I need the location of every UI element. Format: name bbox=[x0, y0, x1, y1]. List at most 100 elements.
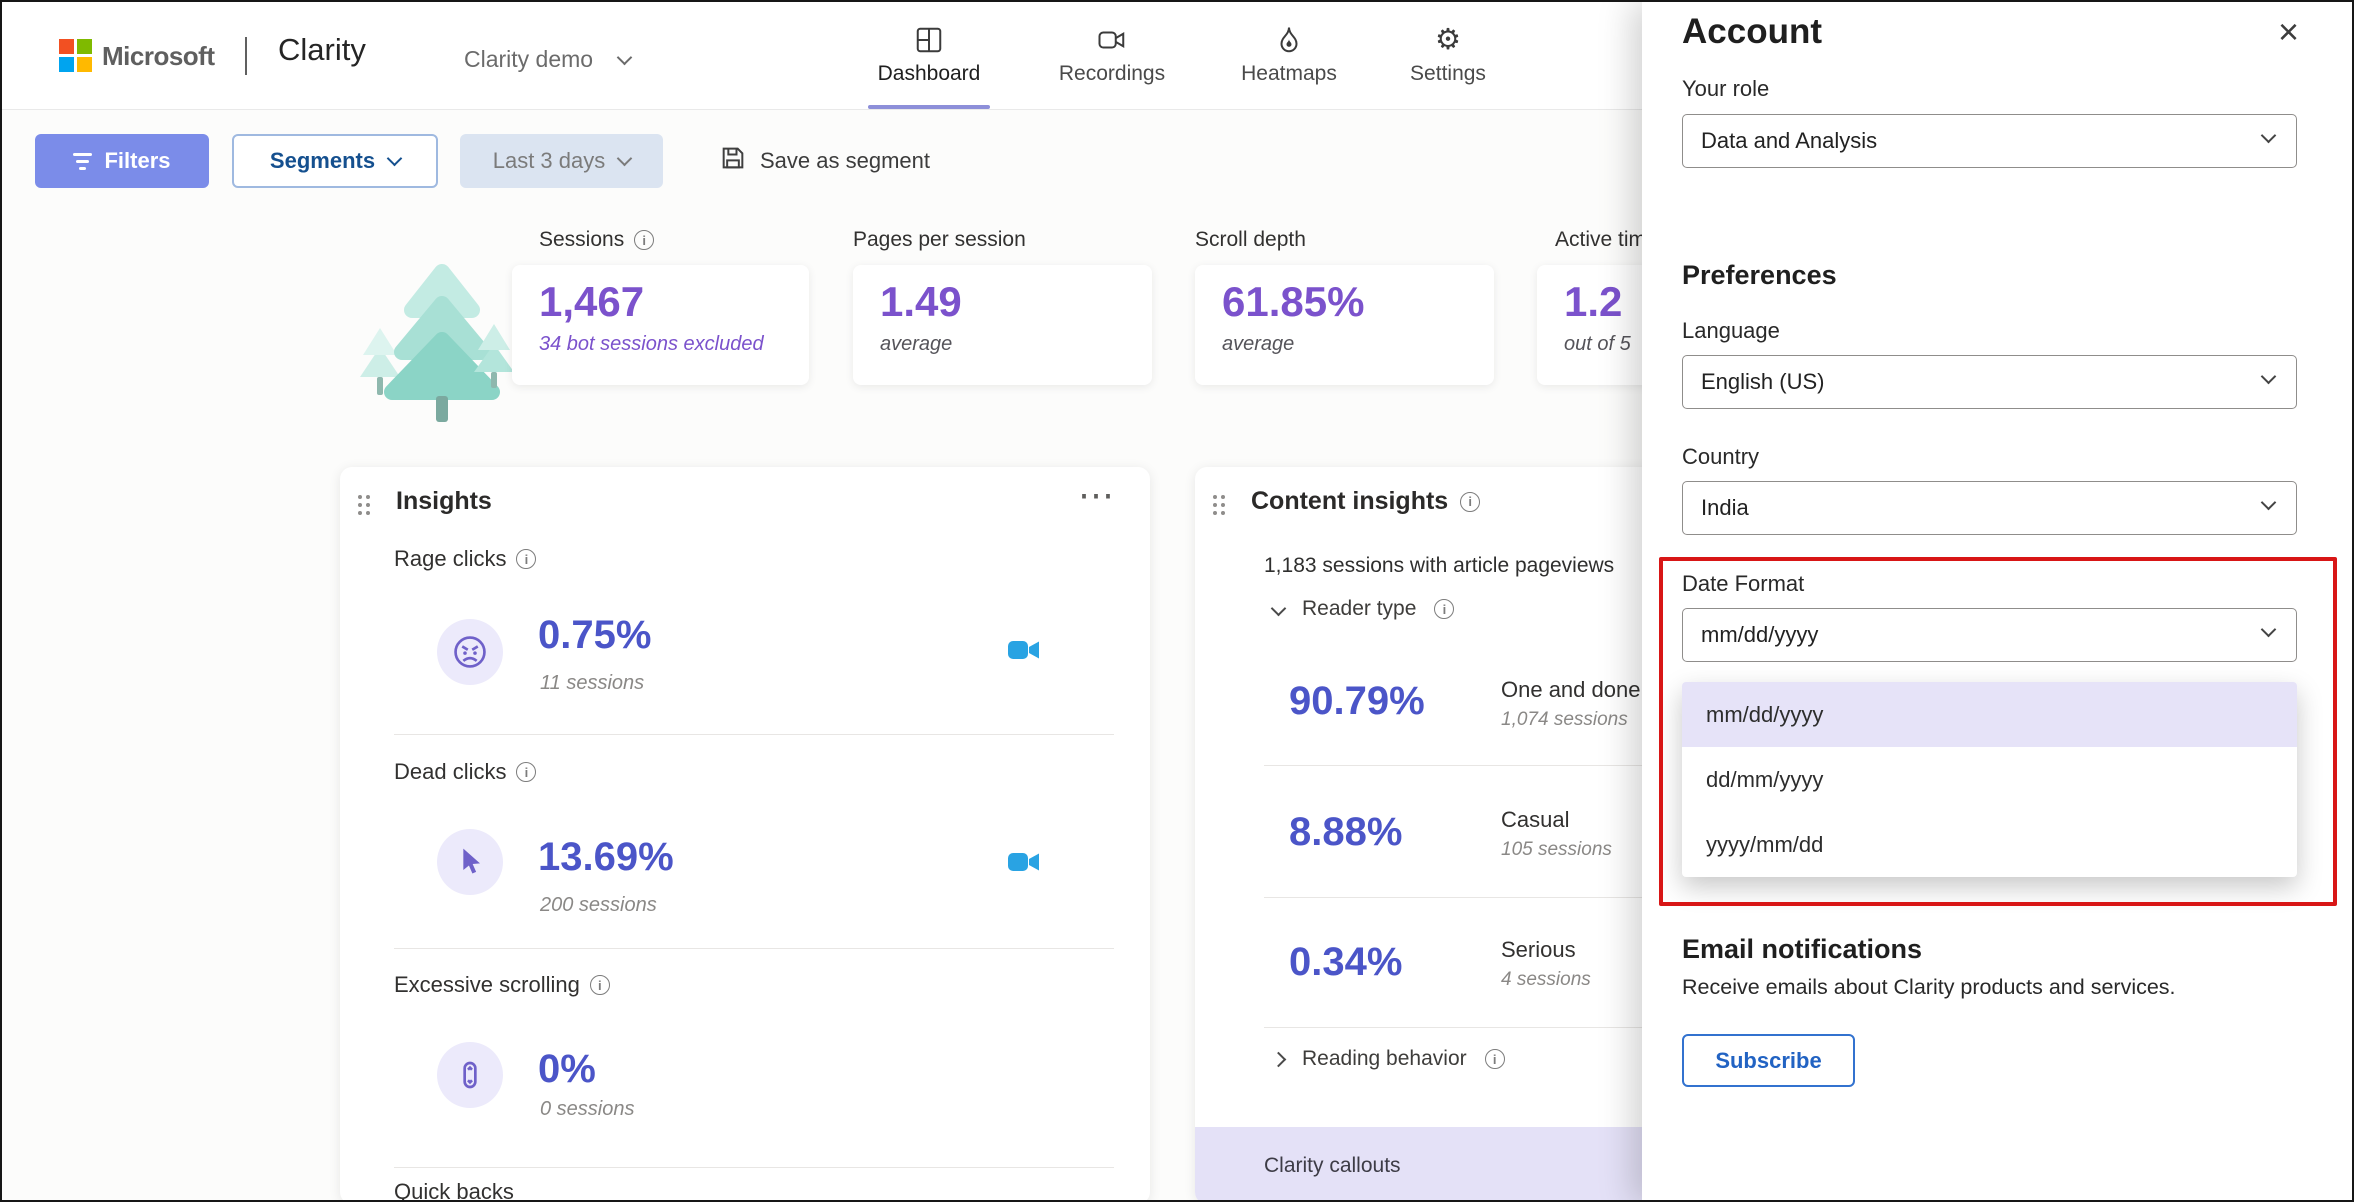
project-selector[interactable]: Clarity demo bbox=[464, 46, 633, 73]
date-format-label: Date Format bbox=[1682, 571, 1805, 596]
subscribe-button[interactable]: Subscribe bbox=[1682, 1034, 1855, 1087]
country-select[interactable]: India bbox=[1682, 481, 2297, 535]
info-icon[interactable]: i bbox=[589, 975, 610, 995]
video-recordings-icon[interactable] bbox=[1008, 850, 1041, 879]
tab-recordings[interactable]: Recordings bbox=[1040, 2, 1184, 109]
language-select[interactable]: English (US) bbox=[1682, 355, 2297, 409]
metric-label-pages: Pages per session bbox=[853, 228, 1026, 251]
info-icon[interactable]: i bbox=[1484, 1049, 1505, 1069]
tab-heatmaps[interactable]: Heatmaps bbox=[1224, 2, 1354, 109]
info-icon[interactable]: i bbox=[634, 230, 655, 250]
save-icon bbox=[719, 144, 747, 178]
rage-clicks-value: 0.75% bbox=[538, 613, 652, 657]
sessions-value: 1,467 bbox=[539, 278, 645, 325]
language-value: English (US) bbox=[1701, 369, 1825, 394]
filters-button-label: Filters bbox=[104, 148, 171, 173]
reader-one-and-done-value: 90.79% bbox=[1289, 679, 1425, 723]
tab-settings[interactable]: ⚙ Settings bbox=[1386, 2, 1510, 109]
metric-card-pages: 1.49 average bbox=[853, 265, 1152, 385]
your-role-label: Your role bbox=[1682, 76, 1770, 101]
segments-button[interactable]: Segments bbox=[232, 134, 438, 188]
insights-title: Insights bbox=[396, 487, 492, 515]
metric-label-scroll: Scroll depth bbox=[1195, 228, 1306, 251]
tab-dashboard[interactable]: Dashboard bbox=[862, 2, 996, 109]
gear-icon: ⚙ bbox=[1435, 24, 1461, 56]
sessions-label-text: Sessions bbox=[539, 228, 625, 251]
filters-button[interactable]: Filters bbox=[35, 134, 209, 188]
scroll-subtext: average bbox=[1222, 333, 1295, 355]
date-format-option-yyyymmdd[interactable]: yyyy/mm/dd bbox=[1706, 831, 1824, 857]
date-format-option-mmddyyyy[interactable]: mm/dd/yyyy bbox=[1682, 682, 2297, 747]
filter-icon bbox=[73, 152, 93, 170]
divider bbox=[1264, 897, 1900, 898]
drag-handle-icon[interactable] bbox=[358, 495, 371, 516]
video-recordings-icon[interactable] bbox=[1008, 638, 1041, 667]
reader-type-label: Reader type bbox=[1302, 597, 1417, 620]
active-time-value: 1.2 bbox=[1564, 278, 1623, 325]
your-role-select[interactable]: Data and Analysis bbox=[1682, 114, 2297, 168]
rage-clicks-sessions: 11 sessions bbox=[540, 672, 645, 694]
pages-value: 1.49 bbox=[880, 278, 962, 325]
info-icon[interactable]: i bbox=[516, 549, 537, 569]
divider bbox=[394, 734, 1114, 735]
reader-serious-label: Serious bbox=[1501, 937, 1576, 962]
date-format-select[interactable]: mm/dd/yyyy bbox=[1682, 608, 2297, 662]
metric-label-active-time: Active tim bbox=[1555, 228, 1647, 251]
drag-handle-icon[interactable] bbox=[1213, 495, 1226, 516]
dead-clicks-text: Dead clicks bbox=[394, 759, 507, 784]
sessions-subtext: 34 bot sessions excluded bbox=[539, 333, 764, 355]
your-role-value: Data and Analysis bbox=[1701, 128, 1878, 153]
more-menu-icon[interactable]: ⋯ bbox=[1078, 474, 1114, 515]
microsoft-wordmark: Microsoft bbox=[102, 41, 215, 71]
active-time-subtext: out of 5 bbox=[1564, 333, 1631, 355]
email-notifications-heading: Email notifications bbox=[1682, 934, 1923, 964]
metric-card-sessions: 1,467 34 bot sessions excluded bbox=[512, 265, 809, 385]
reader-casual-sessions: 105 sessions bbox=[1501, 839, 1612, 860]
rage-clicks-text: Rage clicks bbox=[394, 546, 507, 571]
save-as-segment-button[interactable]: Save as segment bbox=[719, 143, 930, 179]
angry-face-icon bbox=[437, 619, 503, 685]
ms-logo-square-green bbox=[77, 39, 92, 54]
reading-behavior-toggle[interactable]: Reading behavior i bbox=[1270, 1047, 1505, 1071]
pages-subtext: average bbox=[880, 333, 953, 355]
info-icon[interactable]: i bbox=[1460, 491, 1481, 512]
excessive-scrolling-sessions: 0 sessions bbox=[540, 1098, 635, 1120]
chevron-down-icon bbox=[616, 49, 633, 65]
recordings-icon bbox=[1097, 25, 1127, 55]
close-icon[interactable]: × bbox=[2278, 11, 2300, 52]
email-notifications-description: Receive emails about Clarity products an… bbox=[1682, 975, 2176, 999]
content-insights-title: Content insights i bbox=[1251, 487, 1481, 516]
chevron-right-icon bbox=[1270, 1051, 1287, 1067]
divider bbox=[394, 1167, 1114, 1168]
date-range-button[interactable]: Last 3 days bbox=[460, 134, 663, 188]
info-icon[interactable]: i bbox=[1434, 599, 1455, 619]
insights-card: Insights ⋯ Rage clicks i 0.75% 11 sessio… bbox=[340, 467, 1150, 1202]
excessive-scrolling-label: Excessive scrolling i bbox=[394, 972, 610, 998]
active-tab-indicator bbox=[868, 105, 990, 109]
reader-casual-value: 8.88% bbox=[1289, 810, 1403, 854]
reader-one-and-done-label: One and done bbox=[1501, 677, 1641, 702]
reader-casual-label: Casual bbox=[1501, 807, 1570, 832]
quick-backs-label: Quick backs bbox=[394, 1179, 514, 1202]
reader-type-toggle[interactable]: Reader type i bbox=[1270, 597, 1455, 621]
dashboard-icon bbox=[914, 25, 944, 55]
reader-serious-value: 0.34% bbox=[1289, 940, 1403, 984]
chevron-down-icon bbox=[2260, 368, 2277, 385]
metric-card-scroll: 61.85% average bbox=[1195, 265, 1494, 385]
date-format-option-ddmmyyyy[interactable]: dd/mm/yyyy bbox=[1706, 766, 1824, 792]
date-format-dropdown: mm/dd/yyyy dd/mm/yyyy yyyy/mm/dd bbox=[1682, 682, 2297, 877]
metric-label-sessions: Sessions i bbox=[539, 228, 655, 252]
chevron-down-icon bbox=[2260, 127, 2277, 144]
ms-logo-square-yellow bbox=[77, 57, 92, 72]
country-value: India bbox=[1701, 495, 1749, 520]
microsoft-logo-icon bbox=[59, 39, 92, 72]
divider bbox=[394, 948, 1114, 949]
tab-heatmaps-label: Heatmaps bbox=[1241, 62, 1337, 85]
save-as-segment-label: Save as segment bbox=[760, 148, 930, 173]
scroll-value: 61.85% bbox=[1222, 278, 1365, 325]
chevron-down-icon bbox=[386, 150, 403, 167]
info-icon[interactable]: i bbox=[516, 762, 537, 782]
excessive-scrolling-text: Excessive scrolling bbox=[394, 972, 580, 997]
account-panel: Account × Your role Data and Analysis Pr… bbox=[1642, 2, 2352, 1200]
